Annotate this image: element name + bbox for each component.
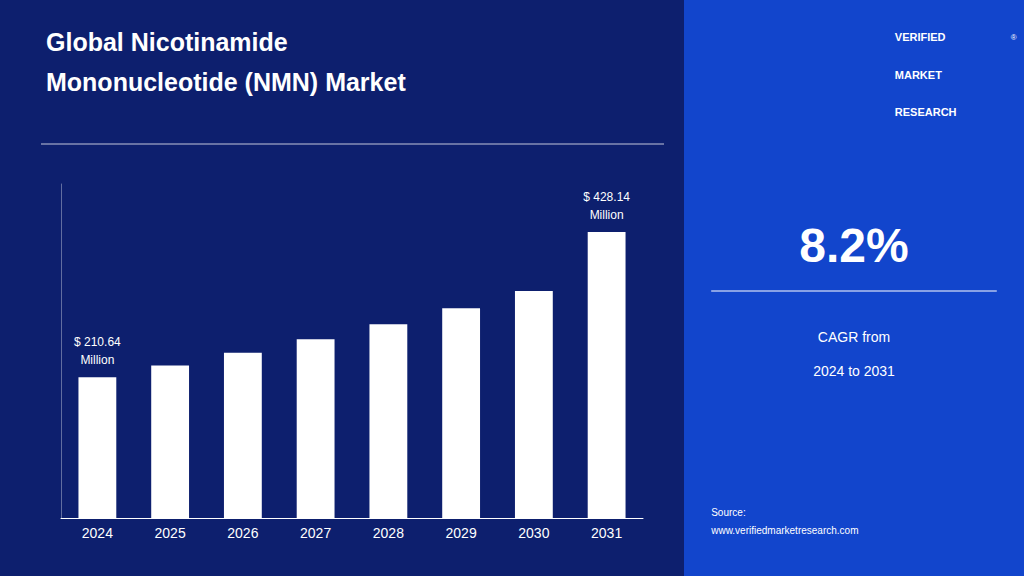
- svg-text:Global Nicotinamide: Global Nicotinamide: [46, 28, 288, 56]
- svg-text:Million: Million: [590, 208, 624, 222]
- svg-text:MARKET: MARKET: [895, 69, 942, 81]
- svg-text:2026: 2026: [227, 525, 258, 541]
- svg-text:2030: 2030: [518, 525, 549, 541]
- svg-text:RESEARCH: RESEARCH: [895, 106, 957, 118]
- svg-text:2027: 2027: [300, 525, 331, 541]
- svg-text:VERIFIED: VERIFIED: [895, 31, 946, 43]
- svg-text:Source:: Source:: [711, 507, 745, 518]
- svg-text:Mononucleotide (NMN) Market: Mononucleotide (NMN) Market: [46, 68, 406, 96]
- svg-text:2029: 2029: [446, 525, 477, 541]
- svg-text:2025: 2025: [155, 525, 186, 541]
- svg-text:CAGR from: CAGR from: [818, 329, 890, 345]
- svg-text:Million: Million: [80, 353, 114, 367]
- svg-text:www.verifiedmarketresearch.com: www.verifiedmarketresearch.com: [710, 525, 858, 536]
- svg-text:8.2%: 8.2%: [799, 219, 908, 272]
- svg-text:$ 210.64: $ 210.64: [74, 335, 121, 349]
- svg-text:$ 428.14: $ 428.14: [583, 190, 630, 204]
- svg-text:2024 to 2031: 2024 to 2031: [813, 363, 895, 379]
- svg-text:®: ®: [1011, 33, 1017, 42]
- svg-text:2024: 2024: [82, 525, 113, 541]
- svg-text:2028: 2028: [373, 525, 404, 541]
- svg-text:2031: 2031: [591, 525, 622, 541]
